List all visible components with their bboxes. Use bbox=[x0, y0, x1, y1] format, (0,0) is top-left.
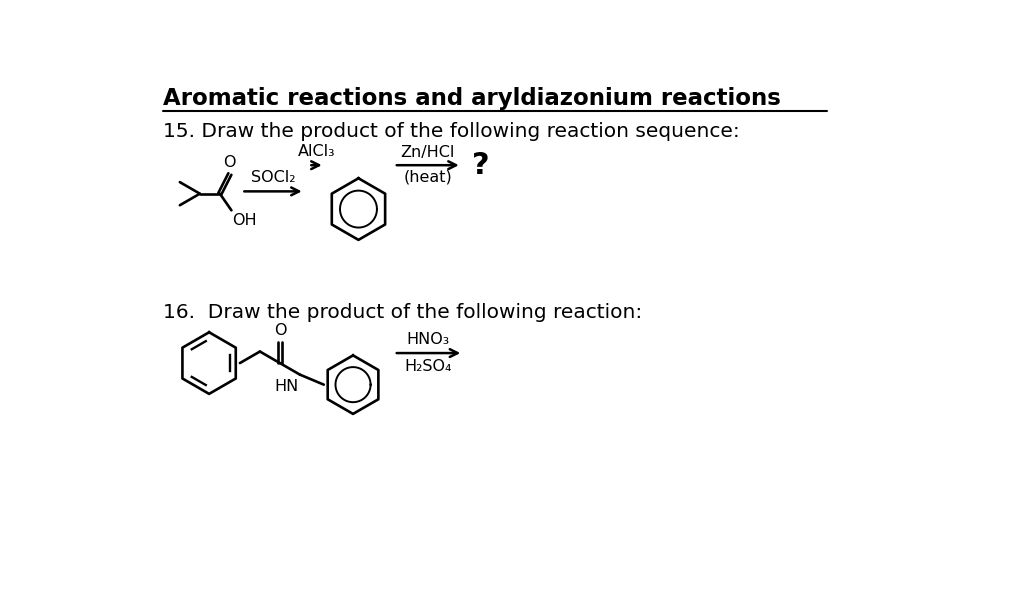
Text: ?: ? bbox=[472, 151, 489, 180]
Text: 15. Draw the product of the following reaction sequence:: 15. Draw the product of the following re… bbox=[163, 122, 739, 141]
Text: H₂SO₄: H₂SO₄ bbox=[404, 359, 453, 374]
Text: O: O bbox=[273, 324, 286, 338]
Text: HNO₃: HNO₃ bbox=[407, 332, 451, 347]
Text: Aromatic reactions and aryldiazonium reactions: Aromatic reactions and aryldiazonium rea… bbox=[163, 88, 780, 110]
Text: SOCl₂: SOCl₂ bbox=[251, 170, 295, 185]
Text: HN: HN bbox=[274, 379, 298, 394]
Text: Zn/HCl: Zn/HCl bbox=[400, 145, 455, 160]
Text: (heat): (heat) bbox=[403, 170, 453, 185]
Text: O: O bbox=[223, 155, 237, 170]
Text: AlCl₃: AlCl₃ bbox=[298, 144, 335, 159]
Text: OH: OH bbox=[232, 213, 257, 229]
Text: 16.  Draw the product of the following reaction:: 16. Draw the product of the following re… bbox=[163, 303, 642, 322]
